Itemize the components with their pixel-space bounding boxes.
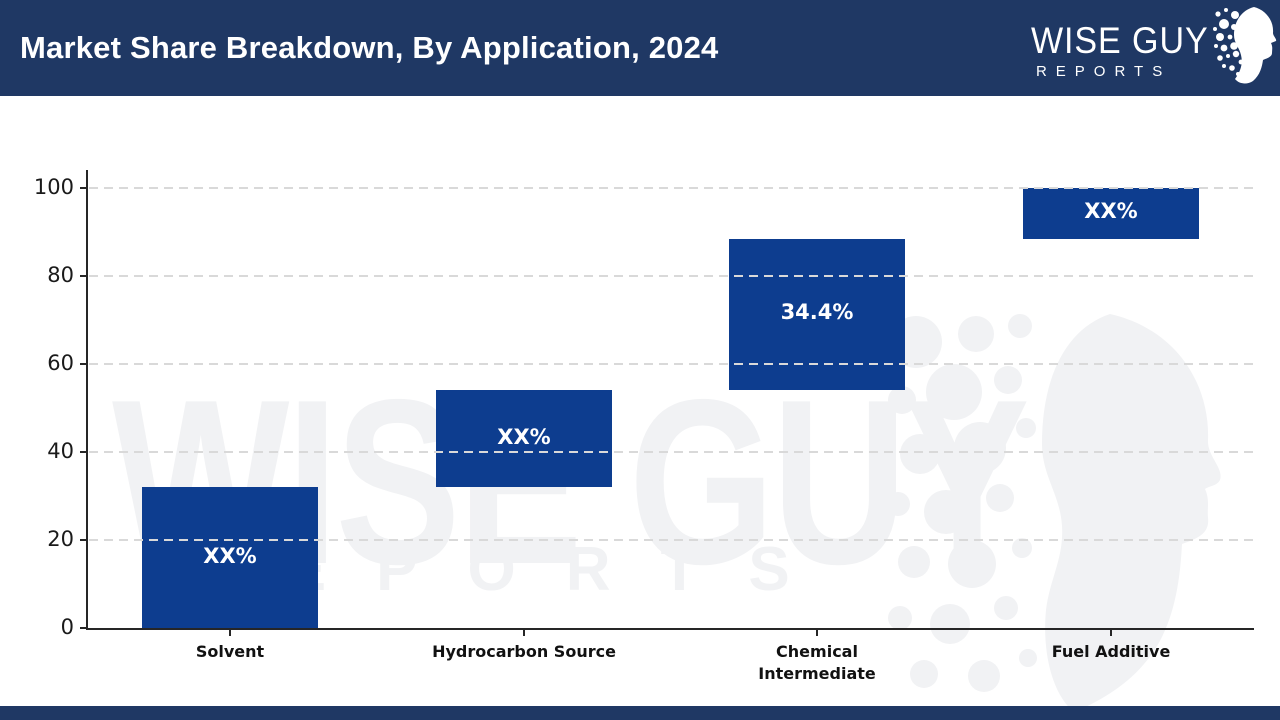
y-axis-line <box>86 170 88 630</box>
logo-text: WISE GUY REPORTS <box>1030 20 1224 81</box>
header-bar: Market Share Breakdown, By Application, … <box>0 0 1280 96</box>
x-axis-line <box>86 628 1254 630</box>
y-tick-100 <box>80 187 87 189</box>
chart-title: Market Share Breakdown, By Application, … <box>20 30 719 65</box>
logo-head-icon <box>1213 7 1277 84</box>
x-label-0: Solvent <box>195 642 265 661</box>
y-tick-40 <box>80 451 87 453</box>
bar-3 <box>1023 188 1199 239</box>
y-tick-label-0: 0 <box>60 615 74 639</box>
bar-label-1: XX% <box>497 424 551 449</box>
x-label-2: Chemical Intermediate <box>758 642 876 683</box>
x-tick-3 <box>1110 628 1112 636</box>
x-label-1: Hydrocarbon Source <box>432 642 616 661</box>
y-tick-label-40: 40 <box>47 439 74 463</box>
x-tick-0 <box>229 628 231 636</box>
y-tick-80 <box>80 275 87 277</box>
gridline-20 <box>89 539 1253 541</box>
bar-label-0: XX% <box>203 543 257 568</box>
chart-area: WISE GUY REPORTS 0 20 40 60 80 100 XX% XX% 34.4%… <box>0 96 1280 712</box>
y-tick-label-100: 100 <box>33 175 74 199</box>
bar-0 <box>142 487 318 628</box>
y-tick-20 <box>80 539 87 541</box>
y-tick-label-20: 20 <box>47 527 74 551</box>
bar-label-2: 34.4% <box>780 300 854 325</box>
gridline-40 <box>89 451 1253 453</box>
y-tick-60 <box>80 363 87 365</box>
bar-1 <box>436 389 612 488</box>
y-tick-0 <box>80 627 87 629</box>
gridline-100 <box>89 187 1253 189</box>
x-tick-1 <box>523 628 525 636</box>
logo-subtext: REPORTS <box>1035 63 1172 80</box>
bar-label-3: XX% <box>1084 199 1138 224</box>
x-label-3: Fuel Additive <box>1051 642 1171 661</box>
gridline-60 <box>89 363 1253 365</box>
footer-bar <box>0 706 1280 720</box>
logo-wordmark: WISE GUY <box>1030 20 1209 61</box>
gridline-80 <box>89 275 1253 277</box>
y-tick-label-80: 80 <box>47 263 74 287</box>
wiseguy-logo: WISE GUY REPORTS <box>1031 4 1278 90</box>
y-tick-label-60: 60 <box>47 351 74 375</box>
x-tick-2 <box>816 628 818 636</box>
